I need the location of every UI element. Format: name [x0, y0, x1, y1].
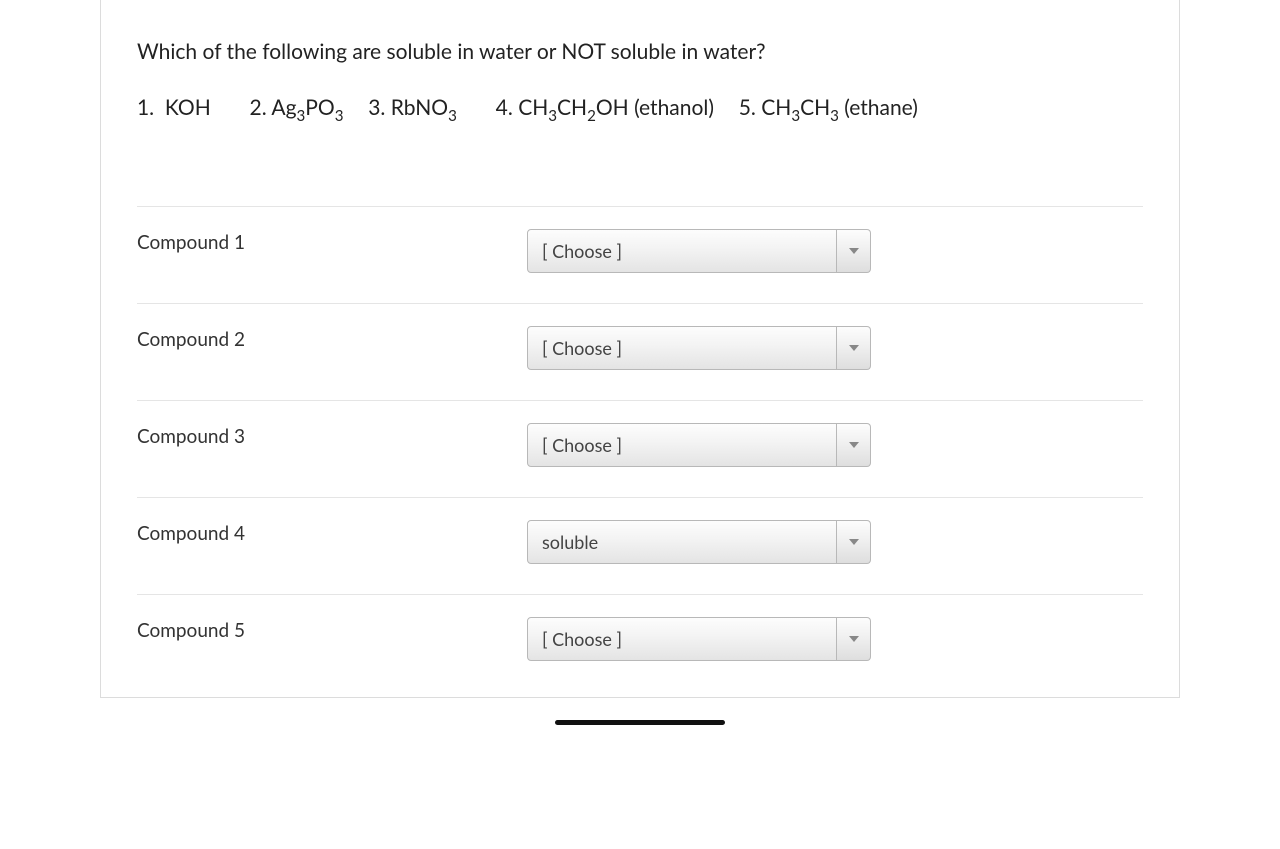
dropdown-compound-5[interactable]: [ Choose ]: [527, 617, 871, 661]
row-label: Compound 4: [137, 520, 527, 545]
dropdown-compound-2[interactable]: [ Choose ]: [527, 326, 871, 370]
dropdown-compound-3[interactable]: [ Choose ]: [527, 423, 871, 467]
answer-row: Compound 5 [ Choose ]: [137, 594, 1143, 667]
answer-row: Compound 1 [ Choose ]: [137, 206, 1143, 303]
answer-row: Compound 2 [ Choose ]: [137, 303, 1143, 400]
dropdown-value[interactable]: [ Choose ]: [527, 617, 837, 661]
chevron-down-icon[interactable]: [837, 326, 871, 370]
row-label: Compound 5: [137, 617, 527, 642]
compound-3: 3. RbNO3: [368, 95, 462, 120]
question-prompt: Which of the following are soluble in wa…: [137, 36, 1143, 68]
answer-row: Compound 4 soluble: [137, 497, 1143, 594]
compound-5: 5. CH3CH3 (ethane): [739, 95, 918, 120]
dropdown-value[interactable]: [ Choose ]: [527, 423, 837, 467]
chevron-down-icon[interactable]: [837, 520, 871, 564]
row-label: Compound 3: [137, 423, 527, 448]
dropdown-compound-1[interactable]: [ Choose ]: [527, 229, 871, 273]
dropdown-value[interactable]: soluble: [527, 520, 837, 564]
row-label: Compound 2: [137, 326, 527, 351]
question-card: Which of the following are soluble in wa…: [100, 0, 1180, 698]
chevron-down-icon[interactable]: [837, 617, 871, 661]
compound-4: 4. CH3CH2OH (ethanol): [496, 95, 720, 120]
row-label: Compound 1: [137, 229, 527, 254]
chevron-down-icon[interactable]: [837, 229, 871, 273]
compounds-list: 1. KOH 2. Ag3PO3 3. RbNO3 4. CH3CH2OH (e…: [137, 92, 1143, 127]
dropdown-value[interactable]: [ Choose ]: [527, 326, 837, 370]
chevron-down-icon[interactable]: [837, 423, 871, 467]
dropdown-value[interactable]: [ Choose ]: [527, 229, 837, 273]
answer-row: Compound 3 [ Choose ]: [137, 400, 1143, 497]
compound-1: 1. KOH: [137, 95, 216, 120]
dropdown-compound-4[interactable]: soluble: [527, 520, 871, 564]
home-indicator: [555, 720, 725, 725]
compound-2: 2. Ag3PO3: [250, 95, 349, 120]
